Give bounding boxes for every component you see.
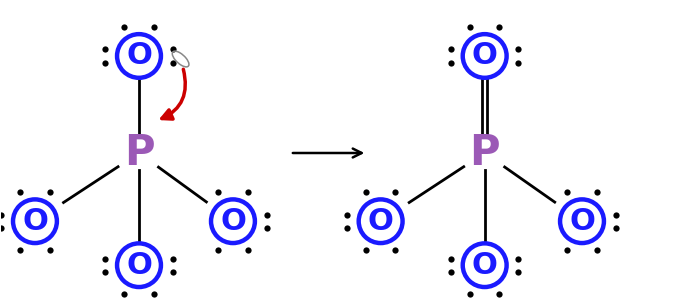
Text: O: O xyxy=(472,42,497,70)
Text: O: O xyxy=(126,42,152,70)
Text: P: P xyxy=(469,132,500,174)
Text: O: O xyxy=(472,251,497,280)
Text: O: O xyxy=(220,207,246,236)
Text: P: P xyxy=(123,132,154,174)
Text: O: O xyxy=(569,207,595,236)
Text: O: O xyxy=(126,251,152,280)
Text: O: O xyxy=(368,207,394,236)
Text: O: O xyxy=(22,207,48,236)
